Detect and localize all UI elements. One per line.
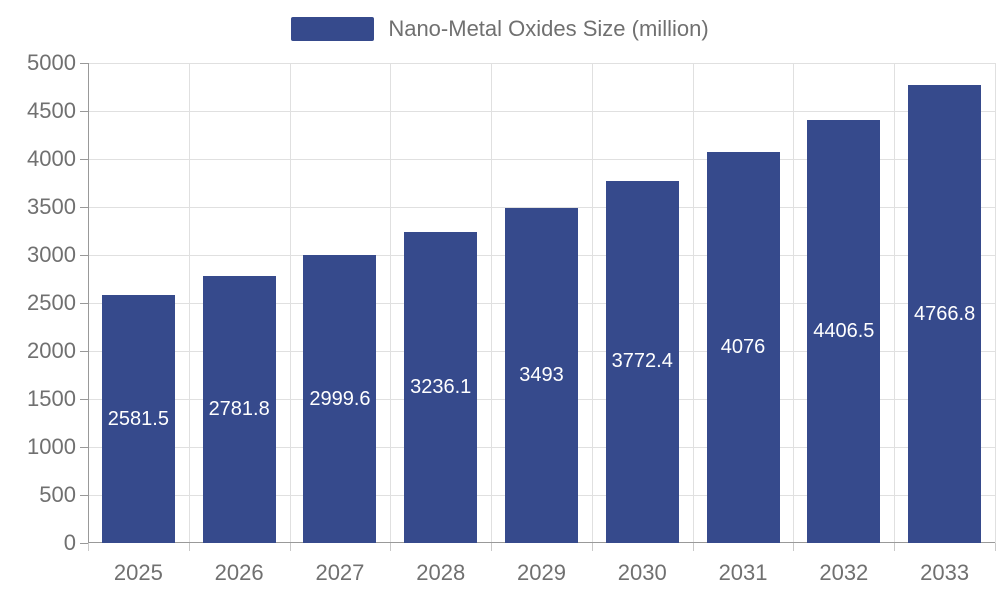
y-axis-tick [80, 495, 88, 496]
y-tick-label: 5000 [27, 50, 76, 75]
x-tick-label: 2030 [617, 560, 667, 585]
y-tick-label: 3000 [27, 242, 76, 267]
bar-value-label: 3236.1 [410, 376, 472, 399]
legend-label: Nano-Metal Oxides Size (million) [388, 16, 709, 41]
bar-2029[interactable]: 3493 [505, 207, 578, 543]
x-tick-label: 2032 [819, 560, 869, 585]
bar-value-label: 2781.8 [208, 397, 270, 420]
x-gridline [188, 63, 190, 543]
x-axis-tick [692, 543, 694, 551]
x-tick-label: 2033 [920, 560, 970, 585]
bar-value-label: 4076 [720, 335, 766, 358]
x-gridline [491, 63, 493, 543]
x-gridline [692, 63, 694, 543]
y-gridline [88, 111, 995, 112]
x-axis-tick [188, 543, 190, 551]
bar-2032[interactable]: 4406.5 [807, 119, 881, 543]
x-tick-label: 2025 [113, 560, 163, 585]
x-tick-label: 2027 [315, 560, 365, 585]
y-axis-tick [80, 399, 88, 400]
x-gridline [995, 63, 996, 543]
x-axis-tick [894, 543, 896, 551]
x-tick-label: 2028 [416, 560, 466, 585]
y-axis-tick [80, 447, 88, 448]
y-tick-label: 3500 [27, 194, 76, 219]
x-tick-label: 2026 [214, 560, 264, 585]
y-axis-tick [80, 351, 88, 352]
bar-value-label: 4406.5 [813, 319, 875, 342]
bar-value-label: 3493 [519, 363, 564, 386]
x-axis-tick [995, 543, 996, 551]
y-tick-label: 500 [39, 482, 76, 507]
bar-value-label: 2999.6 [309, 387, 371, 410]
y-tick-label: 2000 [27, 338, 76, 363]
bar-2033[interactable]: 4766.8 [908, 85, 982, 543]
bar-value-label: 4766.8 [914, 302, 976, 325]
bar-2027[interactable]: 2999.6 [303, 255, 377, 543]
x-axis-tick [491, 543, 493, 551]
y-axis-tick [80, 543, 88, 544]
bar-value-label: 3772.4 [611, 350, 673, 373]
x-axis-tick [793, 543, 795, 551]
x-gridline [289, 63, 291, 543]
y-axis-tick [80, 207, 88, 208]
y-tick-label: 4500 [27, 98, 76, 123]
bar-2031[interactable]: 4076 [706, 151, 780, 543]
bar-value-label: 2581.5 [107, 407, 169, 430]
legend-item[interactable]: Nano-Metal Oxides Size (million) [0, 16, 1000, 42]
bar-2026[interactable]: 2781.8 [202, 275, 276, 543]
x-gridline [591, 63, 593, 543]
y-axis-tick [80, 303, 88, 304]
y-axis-tick [80, 111, 88, 112]
x-tick-label: 2029 [517, 560, 566, 585]
y-tick-label: 4000 [27, 146, 76, 171]
y-axis-tick [80, 255, 88, 256]
y-tick-label: 2500 [27, 290, 76, 315]
y-axis-tick [80, 159, 88, 160]
y-axis-tick [80, 63, 88, 64]
bar-2028[interactable]: 3236.1 [404, 232, 478, 543]
x-gridline [894, 63, 896, 543]
y-tick-label: 1500 [27, 386, 76, 411]
x-axis-tick [591, 543, 593, 551]
legend-swatch [291, 17, 375, 41]
y-gridline [88, 63, 995, 64]
x-axis-tick [88, 543, 89, 551]
bar-2030[interactable]: 3772.4 [605, 180, 679, 543]
y-tick-label: 0 [63, 530, 76, 555]
x-axis-tick [289, 543, 291, 551]
x-axis-tick [390, 543, 392, 551]
y-tick-label: 1000 [27, 434, 76, 459]
x-gridline [793, 63, 795, 543]
bar-2025[interactable]: 2581.5 [101, 295, 175, 543]
x-tick-label: 2031 [718, 560, 768, 585]
x-gridline [390, 63, 392, 543]
